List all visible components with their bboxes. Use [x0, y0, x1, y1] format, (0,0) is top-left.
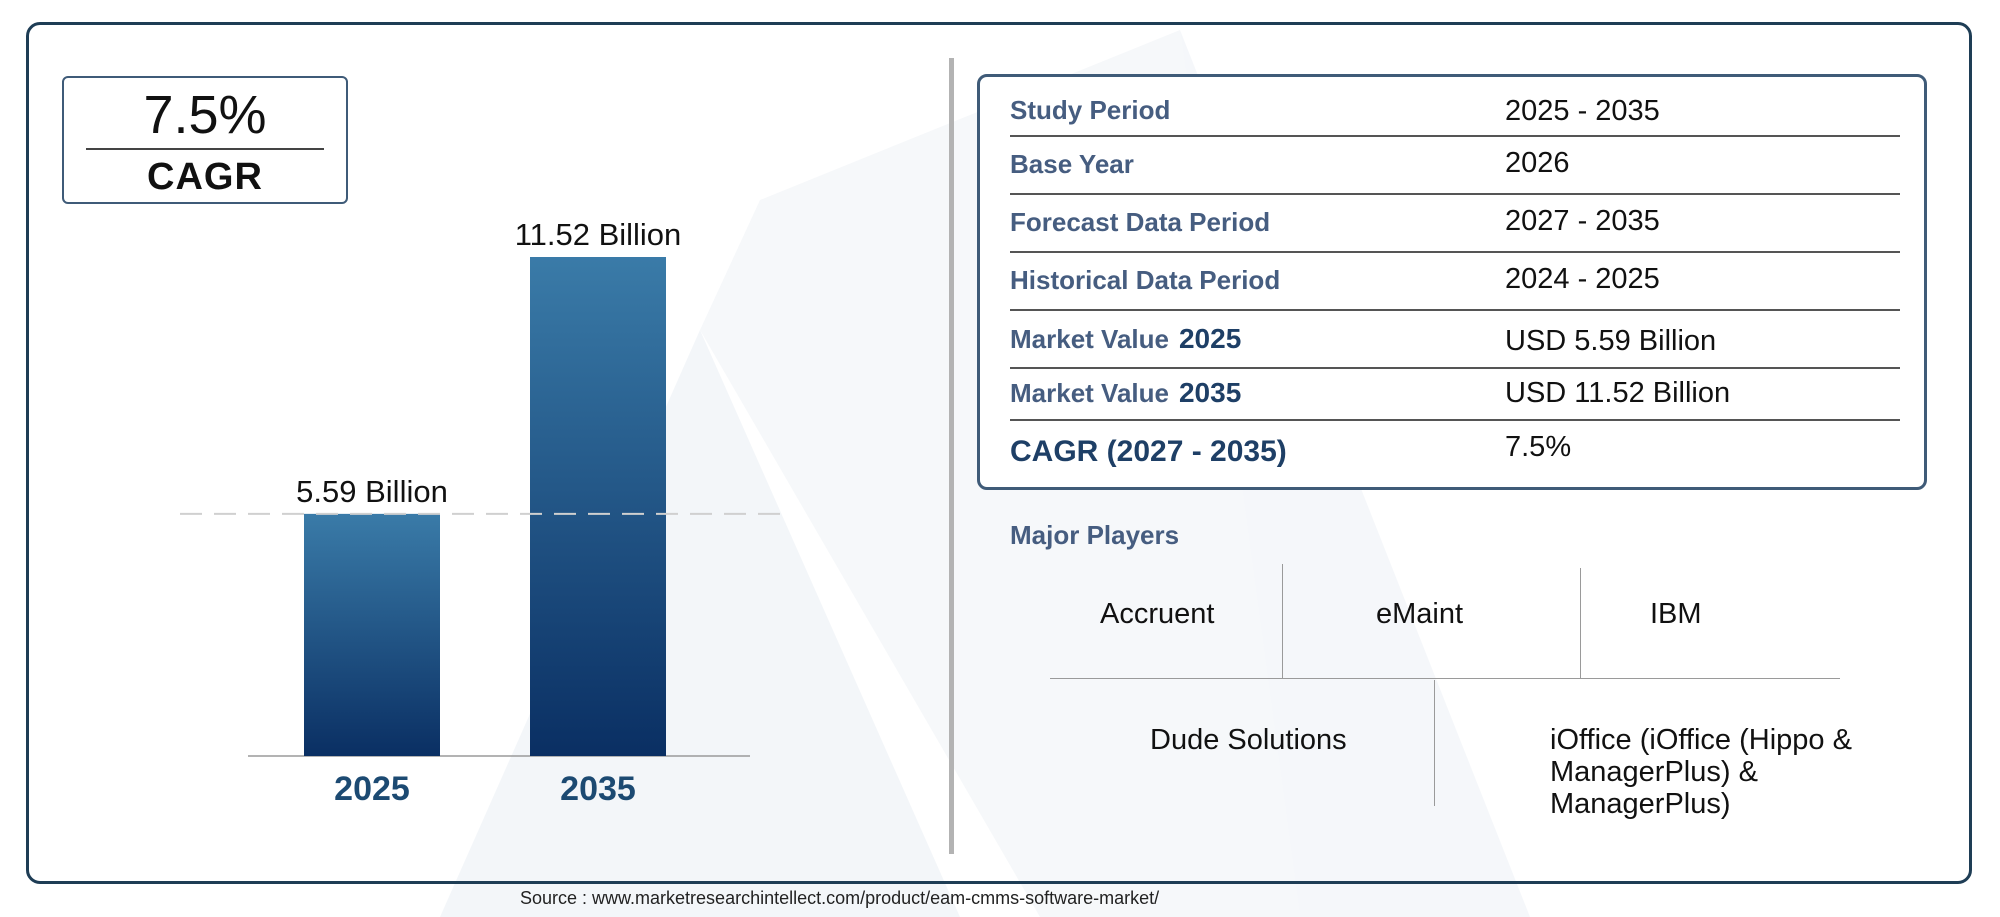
info-value: USD 11.52 Billion [1505, 377, 1731, 409]
info-label: Market Value 2025 [1010, 323, 1241, 355]
market-bar-chart: 5.59 Billion 2025 11.52 Billion 2035 [180, 217, 790, 808]
player-divider [1580, 568, 1581, 678]
info-value: 2025 - 2035 [1505, 95, 1660, 127]
info-row-market-value-2025: Market Value 2025 USD 5.59 Billion [1010, 311, 1900, 369]
vertical-divider [949, 58, 954, 854]
info-row-market-value-2035: Market Value 2035 USD 11.52 Billion [1010, 369, 1900, 421]
info-label: Base Year [1010, 149, 1134, 179]
x-tick-label: 2025 [334, 770, 410, 808]
player-divider [1434, 680, 1435, 806]
info-label-text: Market Value [1010, 378, 1169, 408]
major-players-title: Major Players [1010, 520, 1180, 550]
info-label: CAGR (2027 - 2035) [1010, 435, 1287, 468]
info-value: 2026 [1505, 147, 1570, 179]
player-name: iOffice (iOffice (Hippo & ManagerPlus) &… [1550, 724, 1852, 820]
info-label: Forecast Data Period [1010, 207, 1271, 237]
info-label-year: 2035 [1178, 377, 1242, 408]
player-name: eMaint [1376, 598, 1464, 630]
cagr-divider [86, 148, 324, 150]
info-row-forecast-period: Forecast Data Period 2027 - 2035 [1010, 195, 1900, 253]
cagr-label: CAGR [147, 156, 263, 198]
info-value: USD 5.59 Billion [1505, 325, 1717, 357]
outer-frame [26, 22, 1972, 884]
player-name: Dude Solutions [1150, 724, 1347, 756]
info-value: 2024 - 2025 [1505, 263, 1660, 295]
cagr-value: 7.5% [143, 85, 267, 145]
bar-2025 [304, 513, 440, 756]
data-label: 5.59 Billion [296, 474, 448, 509]
player-divider [1282, 564, 1283, 678]
cagr-badge: 7.5% CAGR [62, 76, 348, 204]
info-label: Study Period [1010, 95, 1171, 125]
source-note: Source : www.marketresearchintellect.com… [520, 888, 1160, 908]
data-label: 11.52 Billion [515, 217, 682, 252]
info-label-text: Market Value [1010, 324, 1169, 354]
info-label: Historical Data Period [1010, 265, 1281, 295]
info-label-year: 2025 [1178, 323, 1242, 354]
info-row-cagr: CAGR (2027 - 2035) 7.5% [1010, 421, 1900, 477]
player-name: IBM [1650, 598, 1702, 630]
info-value: 7.5% [1505, 431, 1572, 463]
player-name: Accruent [1100, 598, 1215, 630]
x-tick-label: 2035 [560, 770, 636, 808]
bar-2035 [530, 257, 666, 756]
info-row-base-year: Base Year 2026 [1010, 137, 1900, 195]
market-info-table: Study Period 2025 - 2035 Base Year 2026 … [977, 74, 1927, 490]
info-label: Market Value 2035 [1010, 377, 1241, 409]
info-row-study-period: Study Period 2025 - 2035 [1010, 87, 1900, 137]
player-divider [1050, 678, 1840, 679]
info-row-historical-period: Historical Data Period 2024 - 2025 [1010, 253, 1900, 311]
info-value: 2027 - 2035 [1505, 205, 1660, 237]
